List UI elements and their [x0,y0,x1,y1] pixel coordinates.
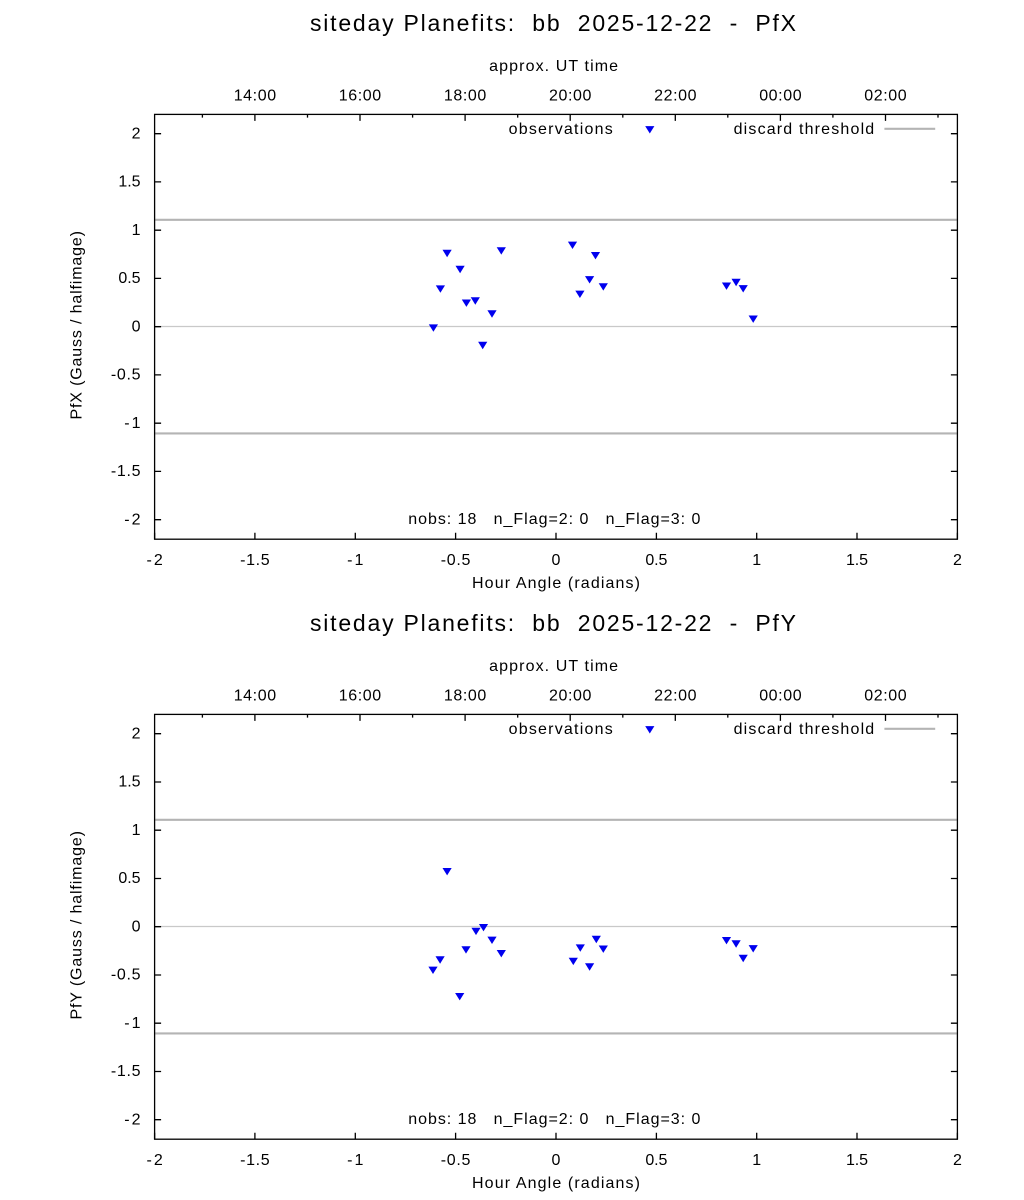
svg-text:PfY (Gauss / halfimage): PfY (Gauss / halfimage) [69,831,86,1020]
svg-text:discard threshold: discard threshold [734,121,875,138]
svg-text:22:00: 22:00 [654,687,696,704]
svg-text:-2: -2 [124,1111,140,1128]
svg-text:2: 2 [132,125,141,142]
svg-text:1: 1 [752,1152,761,1169]
svg-text:-1: -1 [347,1152,363,1169]
svg-text:00:00: 00:00 [759,687,801,704]
svg-text:-1.5: -1.5 [111,463,141,480]
svg-text:2: 2 [953,552,962,569]
svg-text:00:00: 00:00 [759,87,801,104]
svg-text:0: 0 [552,1152,561,1169]
svg-text:0: 0 [132,918,141,935]
svg-text:-1.5: -1.5 [240,552,270,569]
svg-text:nobs: 18 n_Flag=2: 0 n_Fla: nobs: 18 n_Flag=2: 0 n_Flag=3: 0 [408,1111,700,1128]
svg-text:-1: -1 [124,415,140,432]
svg-text:-2: -2 [124,511,140,528]
svg-text:PfX (Gauss / halfimage): PfX (Gauss / halfimage) [69,231,86,420]
svg-text:1.5: 1.5 [118,174,140,191]
svg-text:-1: -1 [124,1015,140,1032]
svg-text:approx. UT time: approx. UT time [489,58,618,75]
svg-text:0.5: 0.5 [118,270,140,287]
svg-text:observations: observations [509,721,613,738]
svg-text:1: 1 [132,222,141,239]
svg-text:22:00: 22:00 [654,87,696,104]
svg-text:-1: -1 [347,552,363,569]
svg-text:2: 2 [132,725,141,742]
svg-text:-0.5: -0.5 [441,552,471,569]
svg-text:20:00: 20:00 [549,87,591,104]
svg-text:16:00: 16:00 [339,687,381,704]
svg-text:-0.5: -0.5 [111,967,141,984]
svg-text:18:00: 18:00 [444,87,486,104]
svg-text:approx. UT time: approx. UT time [489,658,618,675]
svg-text:1.5: 1.5 [118,774,140,791]
svg-text:nobs: 18 n_Flag=2: 0 n_Fla: nobs: 18 n_Flag=2: 0 n_Flag=3: 0 [408,511,700,528]
svg-text:0: 0 [132,318,141,335]
svg-text:0.5: 0.5 [118,870,140,887]
svg-text:16:00: 16:00 [339,87,381,104]
svg-text:2: 2 [953,1152,962,1169]
svg-text:20:00: 20:00 [549,687,591,704]
svg-text:1.5: 1.5 [846,552,868,569]
svg-text:0: 0 [552,552,561,569]
svg-text:02:00: 02:00 [864,687,906,704]
svg-text:-1.5: -1.5 [111,1063,141,1080]
svg-text:-0.5: -0.5 [111,367,141,384]
svg-text:0.5: 0.5 [645,1152,667,1169]
svg-text:14:00: 14:00 [234,687,276,704]
svg-text:-2: -2 [146,552,162,569]
svg-text:-2: -2 [146,1152,162,1169]
svg-text:Hour Angle (radians): Hour Angle (radians) [472,575,640,592]
svg-text:observations: observations [509,121,613,138]
svg-text:discard threshold: discard threshold [734,721,875,738]
svg-text:1.5: 1.5 [846,1152,868,1169]
svg-text:siteday Planefits: bb 2025-1: siteday Planefits: bb 2025-12-22 - PfX [310,10,796,36]
svg-text:Hour Angle (radians): Hour Angle (radians) [472,1175,640,1192]
svg-text:1: 1 [132,822,141,839]
svg-text:02:00: 02:00 [864,87,906,104]
svg-text:1: 1 [752,552,761,569]
svg-text:18:00: 18:00 [444,687,486,704]
svg-text:0.5: 0.5 [645,552,667,569]
svg-text:siteday Planefits: bb 2025-1: siteday Planefits: bb 2025-12-22 - PfY [310,610,796,636]
svg-text:14:00: 14:00 [234,87,276,104]
svg-text:-0.5: -0.5 [441,1152,471,1169]
svg-text:-1.5: -1.5 [240,1152,270,1169]
